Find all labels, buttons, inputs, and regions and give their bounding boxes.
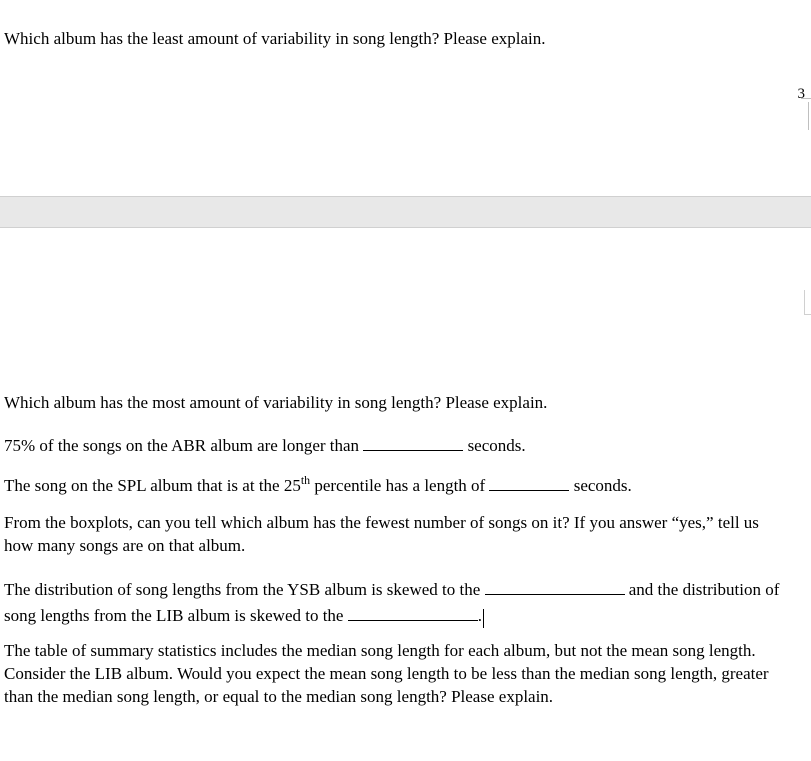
question-most-variability: Which album has the most amount of varia… <box>4 392 791 415</box>
text-mid: percentile has a length of <box>310 476 489 495</box>
fill-blank[interactable] <box>348 602 478 621</box>
question-text: From the boxplots, can you tell which al… <box>4 513 759 555</box>
question-spl-25th-percentile: The song on the SPL album that is at the… <box>4 472 791 498</box>
page-break-band <box>0 196 811 228</box>
fill-blank[interactable] <box>489 472 569 491</box>
text-cursor <box>483 609 484 628</box>
question-mean-vs-median: The table of summary statistics includes… <box>4 640 791 709</box>
question-abr-75pct: 75% of the songs on the ABR album are lo… <box>4 432 791 458</box>
fill-blank[interactable] <box>363 432 463 451</box>
text-pre: The song on the SPL album that is at the… <box>4 476 301 495</box>
question-text: Which album has the most amount of varia… <box>4 393 547 412</box>
question-least-variability: Which album has the least amount of vari… <box>4 28 791 51</box>
question-text: Which album has the least amount of vari… <box>4 29 546 48</box>
page-number: 3 <box>798 84 806 104</box>
question-skew: The distribution of song lengths from th… <box>4 576 791 628</box>
question-text: The table of summary statistics includes… <box>4 641 769 706</box>
text-pre: The distribution of song lengths from th… <box>4 580 485 599</box>
text-post: . <box>478 606 482 625</box>
question-fewest-songs: From the boxplots, can you tell which al… <box>4 512 791 558</box>
ordinal-suffix: th <box>301 473 310 487</box>
fill-blank[interactable] <box>485 576 625 595</box>
ruler-tick <box>801 98 811 100</box>
document-page: Which album has the least amount of vari… <box>0 0 811 761</box>
text-post: seconds. <box>463 436 525 455</box>
text-pre: 75% of the songs on the ABR album are lo… <box>4 436 363 455</box>
scroll-stub <box>804 290 811 315</box>
text-post: seconds. <box>569 476 631 495</box>
